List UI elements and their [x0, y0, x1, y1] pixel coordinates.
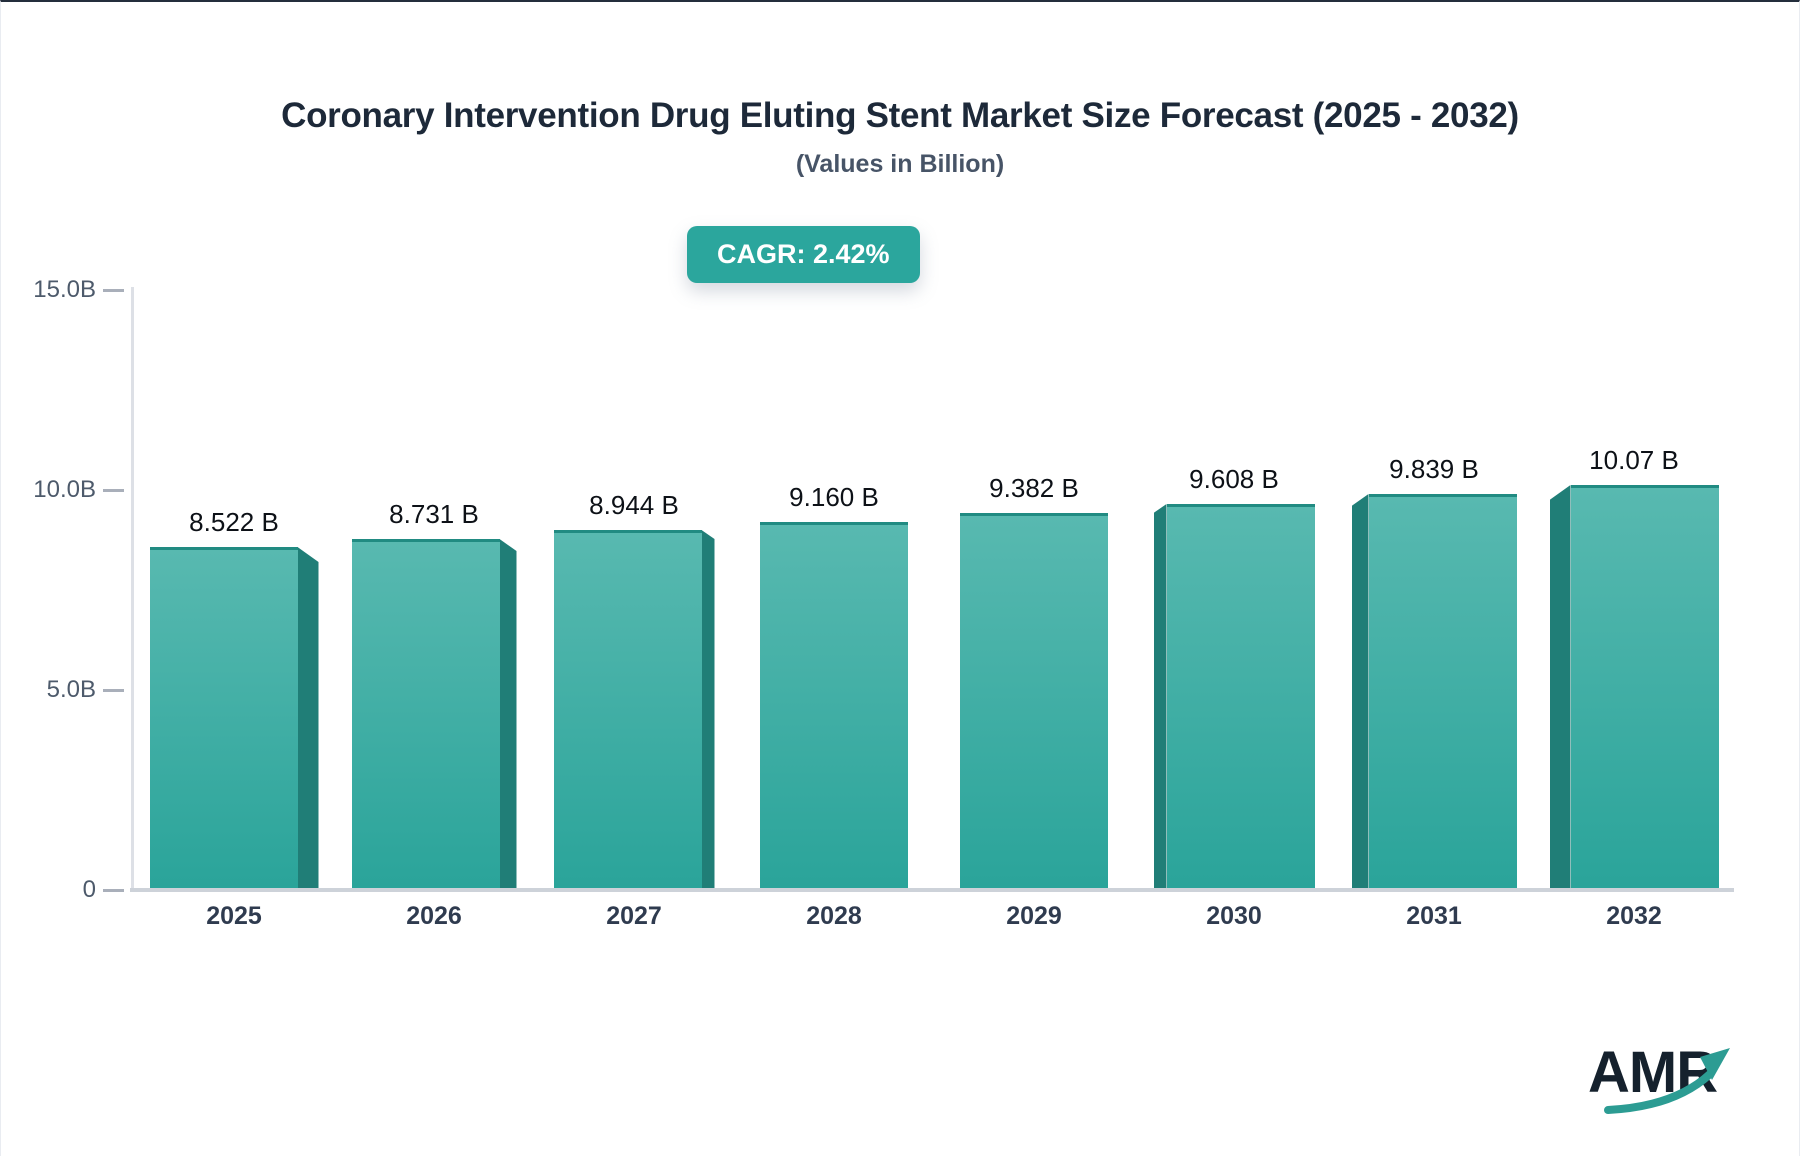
x-axis-label-2031: 2031 [1406, 902, 1462, 930]
page-title: Coronary Intervention Drug Eluting Stent… [281, 96, 1519, 135]
bar-face [760, 522, 908, 888]
amr-logo-arrow-head [1700, 1048, 1730, 1080]
y-tick-mark [103, 289, 124, 292]
bar-side-panel [701, 530, 715, 888]
x-axis-label-2030: 2030 [1206, 902, 1262, 930]
x-axis-label-2032: 2032 [1606, 902, 1662, 930]
bar-slot-2029: 9.382 B [934, 473, 1134, 888]
x-axis-labels: 2025 2026 2027 2028 2029 2030 2031 2032 [134, 902, 1734, 931]
bar-side-panel [1153, 504, 1167, 888]
y-tick-mark [103, 889, 124, 892]
amr-logo: AMR [1588, 1040, 1730, 1114]
cagr-badge: CAGR: 2.42% [687, 226, 920, 283]
bar-value-label: 9.608 B [1189, 464, 1279, 494]
x-axis-label-2027: 2027 [606, 902, 662, 930]
bar-2026 [351, 539, 517, 888]
bar-face [351, 539, 500, 888]
bar-value-label: 10.07 B [1589, 445, 1679, 475]
bar-slot-2031: 9.839 B [1334, 454, 1534, 888]
bar-2025 [149, 547, 319, 888]
page-subtitle: (Values in Billion) [795, 150, 1005, 178]
amr-logo-arrow-swoosh [1604, 1070, 1714, 1114]
y-tick-label-0: 0 [82, 876, 96, 903]
x-axis-label-2025: 2025 [206, 902, 262, 930]
bar-face [1166, 504, 1315, 888]
bar-value-label: 9.382 B [989, 473, 1079, 503]
bar-face [1570, 485, 1719, 888]
bar-slot-2026: 8.731 B [334, 499, 534, 888]
bar-value-label: 9.839 B [1389, 454, 1479, 484]
x-axis-label-2028: 2028 [806, 902, 862, 930]
bar-slot-2032: 10.07 B [1534, 445, 1734, 888]
bar-2029 [960, 513, 1108, 888]
bar-value-label: 8.522 B [189, 507, 279, 537]
amr-logo-text: AMR [1588, 1040, 1717, 1105]
y-tick-mark [103, 489, 124, 492]
bar-slot-2027: 8.944 B [534, 490, 734, 888]
y-axis-line [131, 287, 134, 890]
bar-face [553, 530, 702, 888]
bar-value-label: 9.160 B [789, 482, 879, 512]
y-tick-label-15.0B: 15.0B [33, 276, 96, 303]
x-axis-label-2029: 2029 [1006, 902, 1062, 930]
bar-2030 [1153, 504, 1315, 888]
bar-2032 [1549, 485, 1719, 888]
x-axis-label-2026: 2026 [406, 902, 462, 930]
bar-2028 [760, 522, 908, 888]
bar-slot-2028: 9.160 B [734, 482, 934, 888]
bar-slot-2025: 8.522 B [134, 507, 334, 888]
y-tick-label-5.0B: 5.0B [46, 676, 96, 703]
bar-face [149, 547, 298, 888]
y-tick-label-10.0B: 10.0B [33, 476, 96, 503]
x-axis-line [130, 888, 1734, 892]
bar-side-panel [297, 547, 319, 888]
bar-slot-2030: 9.608 B [1134, 464, 1334, 888]
bar-side-panel [1549, 485, 1571, 888]
bar-value-label: 8.944 B [589, 490, 679, 520]
bar-face [1368, 494, 1517, 888]
bars-row: 8.522 B 8.731 B 8.944 B 9.160 B 9.382 B 9.608… [134, 248, 1734, 888]
y-tick-mark [103, 689, 124, 692]
bar-2031 [1351, 494, 1517, 888]
bar-side-panel [1351, 494, 1369, 888]
bar-side-panel [499, 539, 517, 888]
bar-face [960, 513, 1108, 888]
bar-value-label: 8.731 B [389, 499, 479, 529]
bar-2027 [553, 530, 715, 888]
